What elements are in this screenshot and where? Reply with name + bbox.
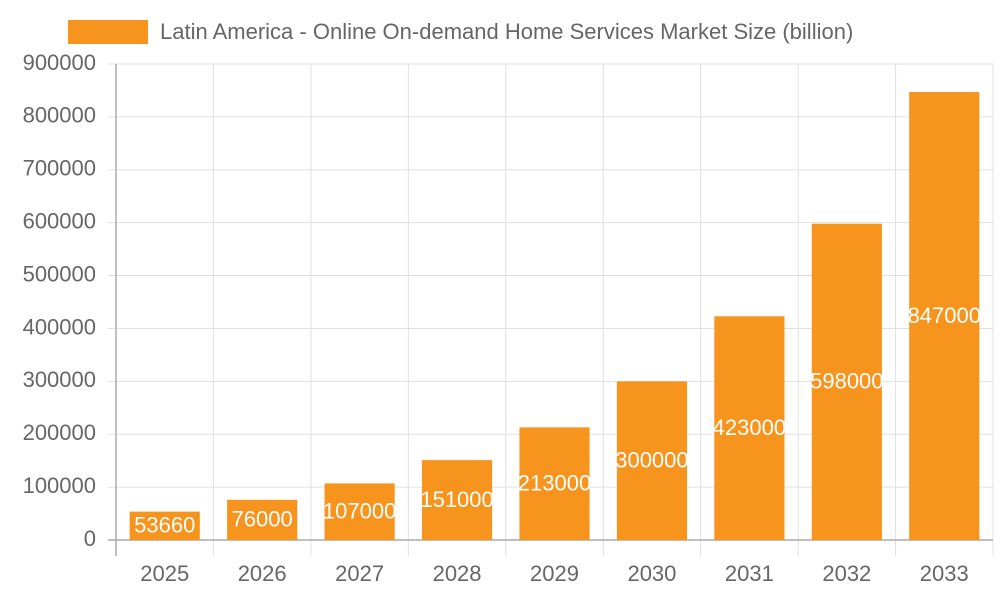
y-tick-label: 900000 (23, 50, 96, 75)
value-label: 423000 (713, 415, 786, 440)
bar (909, 92, 980, 540)
bar (714, 316, 785, 540)
bar (227, 499, 298, 540)
y-tick-label: 400000 (23, 314, 96, 339)
x-tick-label: 2025 (140, 561, 189, 586)
x-tick-label: 2031 (725, 561, 774, 586)
value-label: 213000 (518, 470, 591, 495)
y-tick-label: 300000 (23, 367, 96, 392)
x-tick-label: 2032 (822, 561, 871, 586)
value-label: 53660 (134, 513, 195, 538)
bar (811, 223, 882, 541)
y-tick-label: 800000 (23, 103, 96, 128)
y-tick-label: 100000 (23, 473, 96, 498)
bar (129, 511, 200, 540)
x-tick-label: 2027 (335, 561, 384, 586)
legend-swatch (68, 20, 148, 44)
bar (519, 427, 590, 540)
x-tick-label: 2033 (920, 561, 969, 586)
value-label: 151000 (420, 487, 493, 512)
legend-label: Latin America - Online On-demand Home Se… (160, 19, 853, 44)
y-tick-label: 600000 (23, 208, 96, 233)
y-tick-label: 200000 (23, 420, 96, 445)
value-label: 598000 (810, 369, 883, 394)
value-label: 847000 (908, 303, 981, 328)
y-tick-label: 700000 (23, 156, 96, 181)
value-label: 300000 (615, 447, 688, 472)
bar (421, 460, 493, 540)
value-label: 76000 (232, 507, 293, 532)
x-tick-label: 2026 (238, 561, 287, 586)
y-tick-label: 0 (84, 526, 96, 551)
x-tick-label: 2028 (433, 561, 482, 586)
value-label: 107000 (323, 499, 396, 524)
x-tick-label: 2030 (627, 561, 676, 586)
x-tick-label: 2029 (530, 561, 579, 586)
bar (616, 381, 688, 540)
legend: Latin America - Online On-demand Home Se… (68, 19, 853, 44)
bar (324, 483, 395, 540)
y-tick-label: 500000 (23, 261, 96, 286)
